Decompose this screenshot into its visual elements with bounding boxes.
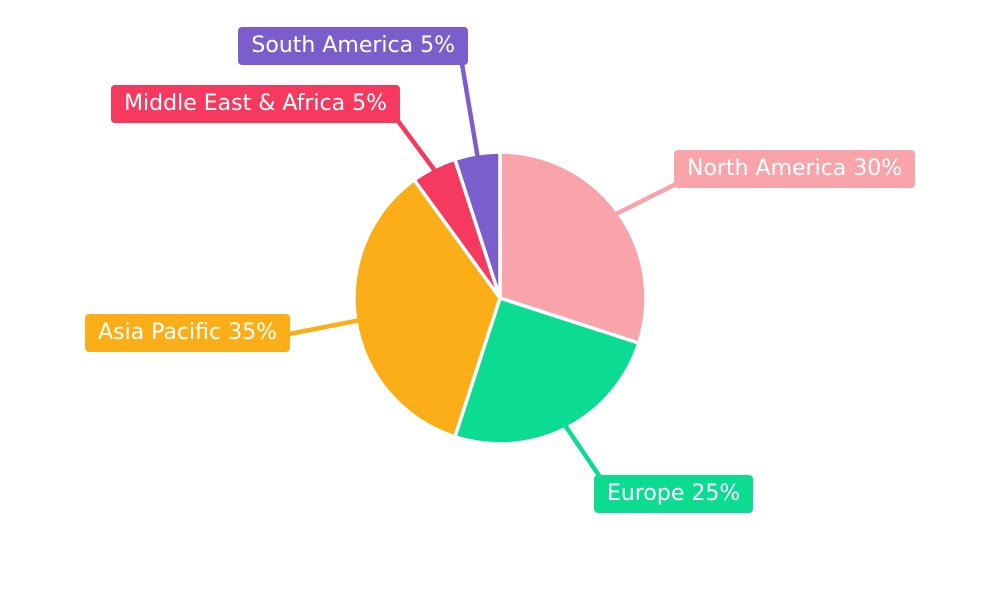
slice-label-asia-pacific: Asia Pacific 35% [85,314,290,352]
leader-line-europe [562,423,602,479]
leader-line-south-america [459,63,481,159]
slice-label-europe: Europe 25% [594,475,754,513]
leader-line-asia-pacific [288,318,361,337]
leader-line-north-america [613,181,678,217]
leader-line-middle-east-africa [396,119,438,173]
slice-label-middle-east-africa: Middle East & Africa 5% [111,85,400,123]
slice-label-south-america: South America 5% [238,27,468,65]
slice-label-north-america: North America 30% [674,150,916,188]
